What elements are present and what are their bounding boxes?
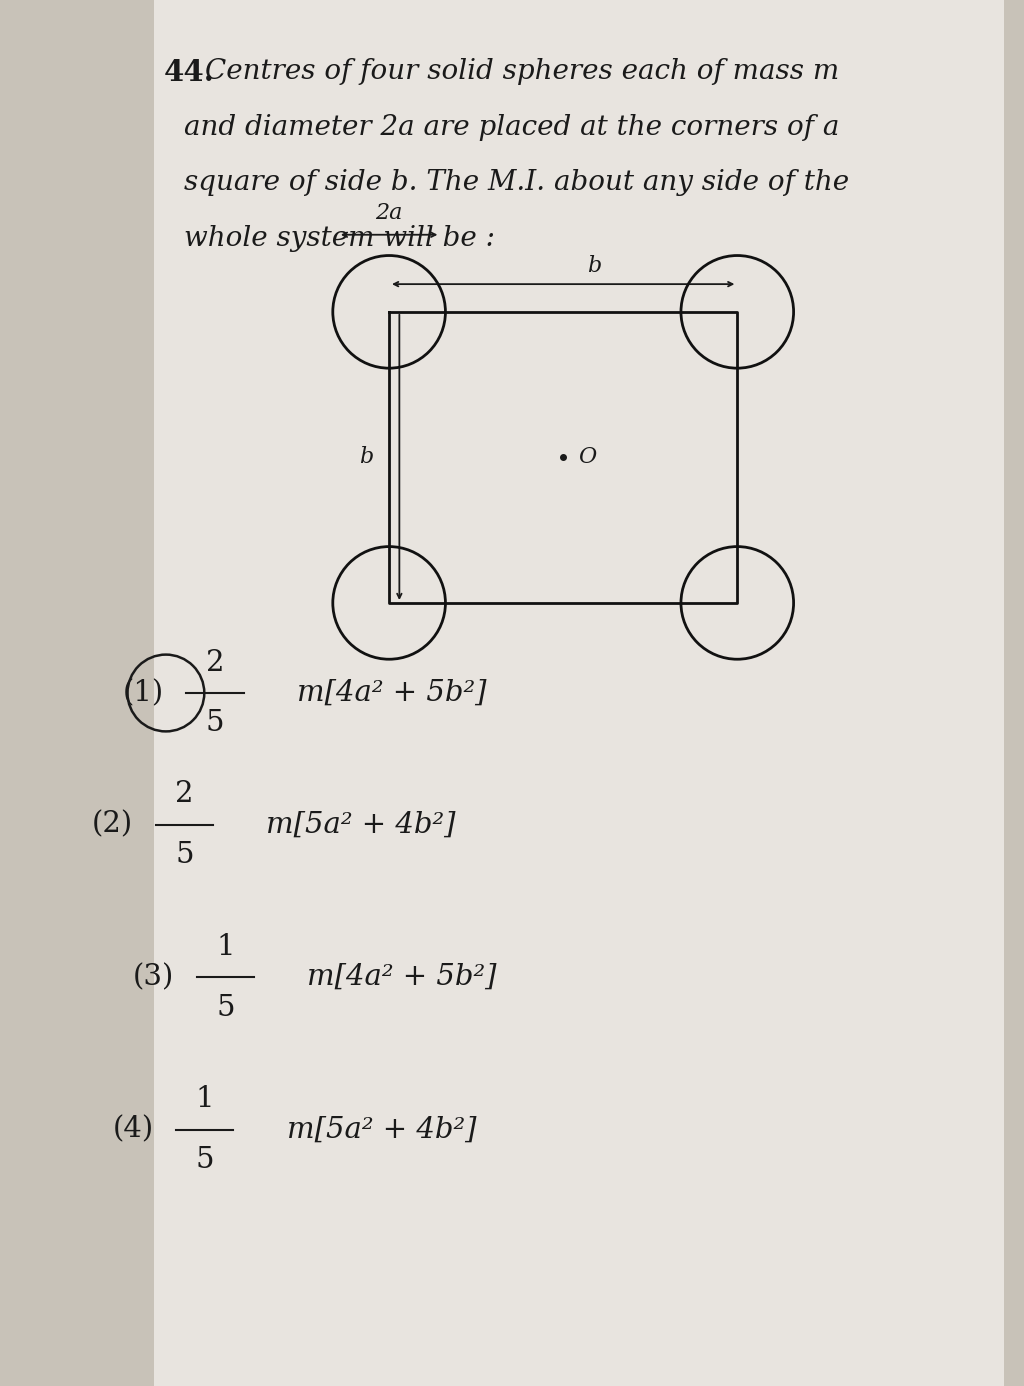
Text: (4): (4): [113, 1116, 154, 1143]
Text: b: b: [587, 255, 601, 277]
Text: whole system will be :: whole system will be :: [184, 225, 496, 251]
Text: 2: 2: [175, 780, 194, 808]
Text: (2): (2): [92, 811, 133, 839]
Text: 5: 5: [196, 1146, 214, 1174]
Text: (3): (3): [133, 963, 174, 991]
Text: square of side b. The M.I. about any side of the: square of side b. The M.I. about any sid…: [184, 169, 850, 195]
Text: and diameter 2a are placed at the corners of a: and diameter 2a are placed at the corner…: [184, 114, 840, 140]
Text: m[5a² + 4b²]: m[5a² + 4b²]: [287, 1116, 476, 1143]
Text: (1): (1): [123, 679, 164, 707]
Text: m[5a² + 4b²]: m[5a² + 4b²]: [266, 811, 456, 839]
Text: Centres of four solid spheres each of mass m: Centres of four solid spheres each of ma…: [205, 58, 839, 85]
FancyBboxPatch shape: [154, 0, 1004, 1386]
Text: 5: 5: [175, 841, 194, 869]
Text: b: b: [359, 446, 374, 468]
Text: 2a: 2a: [376, 201, 402, 223]
Text: O: O: [579, 446, 597, 468]
Text: m[4a² + 5b²]: m[4a² + 5b²]: [297, 679, 486, 707]
Text: 1: 1: [216, 933, 234, 960]
Text: 1: 1: [196, 1085, 214, 1113]
Text: m[4a² + 5b²]: m[4a² + 5b²]: [307, 963, 497, 991]
Text: 2: 2: [206, 649, 224, 676]
Text: 5: 5: [216, 994, 234, 1021]
Text: 44.: 44.: [164, 58, 215, 87]
Text: 5: 5: [206, 710, 224, 737]
